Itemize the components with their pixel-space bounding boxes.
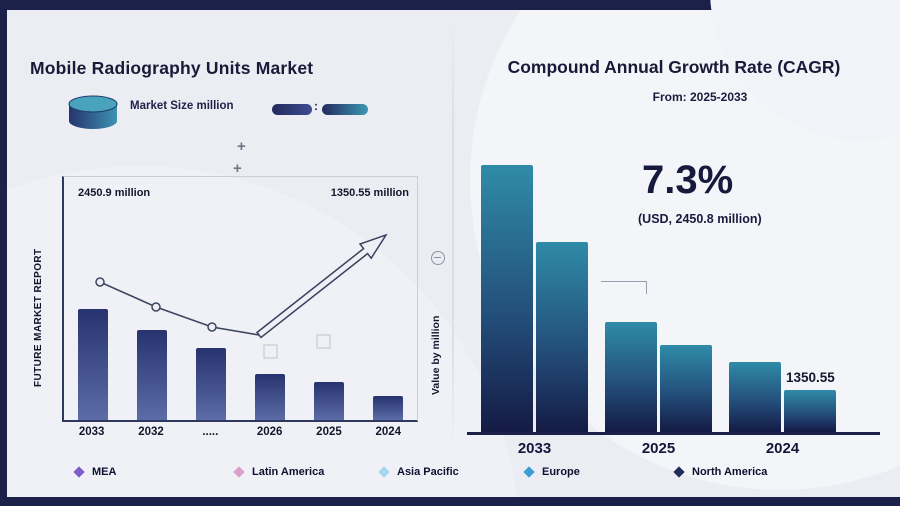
legend-item-europe: Europe	[523, 466, 580, 478]
right-bar-group-2024	[729, 362, 836, 432]
plus-mark-icon: +	[237, 138, 246, 155]
market-size-legend-label: Market Size million	[130, 100, 234, 112]
decorative-pill-right	[322, 104, 368, 115]
trend-marker	[95, 277, 105, 287]
left-bar-2026	[254, 374, 285, 420]
right-x-label-2033: 2033	[517, 440, 552, 457]
left-x-label-2032: 2032	[138, 426, 164, 438]
right-x-axis-labels: 2033 2025 2024	[481, 440, 836, 457]
cagr-value: 7.3%	[642, 158, 734, 202]
right-x-axis-line	[467, 432, 880, 435]
plus-mark-icon: +	[233, 160, 242, 177]
legend-item-asia-pacific: Asia Pacific	[378, 466, 459, 478]
left-bar-.....	[196, 348, 227, 420]
right-y-axis-label: Value by million	[430, 315, 442, 395]
right-bar-2024-primary	[729, 362, 781, 432]
left-bars	[64, 177, 417, 420]
right-chart-title: Compound Annual Growth Rate (CAGR)	[507, 57, 841, 77]
left-x-label-2033: 2033	[78, 426, 105, 438]
left-x-label-2026: 2026	[256, 426, 283, 438]
right-bars	[481, 162, 836, 432]
left-chart-title: Mobile Radiography Units Market	[30, 58, 314, 78]
left-x-label-2024: 2024	[375, 426, 402, 438]
panel-divider	[452, 18, 454, 450]
right-bar-2033-primary	[481, 165, 533, 432]
ghost-square-icon	[316, 334, 331, 349]
trend-line	[99, 281, 260, 336]
legend-diamond-icon	[378, 466, 390, 478]
right-bar-group-2025	[605, 322, 712, 432]
trend-overlay	[95, 233, 388, 359]
left-bar-2024	[372, 396, 403, 420]
left-y-axis-label: FUTURE MARKET REPORT	[33, 248, 44, 388]
left-x-axis-labels: 2033 2032..... 2026 2025 2024	[62, 426, 418, 438]
left-x-label-2025: 2025	[316, 426, 342, 438]
right-bar-group-2033	[481, 165, 588, 432]
legend-item-latin-america: Latin America	[233, 466, 325, 478]
legend-diamond-icon	[673, 466, 685, 478]
legend-label: Latin America	[252, 466, 325, 478]
left-plot-area: 2450.9 million 1350.55 million	[62, 176, 418, 422]
legend-label: Asia Pacific	[397, 466, 459, 478]
cagr-detail: (USD, 2450.8 million)	[638, 212, 762, 226]
legend-item-north-america: North America	[673, 466, 768, 478]
ghost-square-icon	[263, 344, 278, 359]
left-bar-2033	[78, 309, 109, 420]
decorative-pill-left	[272, 104, 312, 115]
left-bar-2025	[313, 382, 344, 420]
frame-top	[0, 0, 900, 10]
database-icon	[64, 94, 122, 137]
legend-diamond-icon	[233, 466, 245, 478]
circle-minus-icon	[431, 251, 445, 265]
right-bar-annotation: 1350.55	[786, 370, 835, 385]
left-bar-2032	[137, 330, 168, 420]
trend-marker	[151, 302, 161, 312]
right-bar-2024-secondary	[784, 390, 836, 432]
legend-diamond-icon	[73, 466, 85, 478]
legend-label: North America	[692, 466, 768, 478]
pill-separator: :	[314, 99, 318, 113]
right-bar-2033-secondary	[536, 242, 588, 432]
left-x-label-.....: .....	[202, 426, 219, 438]
left-annotation-start: 2450.9 million	[78, 187, 151, 199]
right-x-label-2025: 2025	[641, 440, 676, 457]
right-bar-2025-secondary	[660, 345, 712, 432]
frame-bottom	[0, 497, 900, 506]
right-x-label-2024: 2024	[765, 440, 800, 457]
left-annotation-end: 1350.55 million	[330, 187, 409, 199]
legend-label: Europe	[542, 466, 580, 478]
frame-left	[0, 0, 7, 506]
growth-arrow-icon	[255, 233, 388, 339]
legend-diamond-icon	[523, 466, 535, 478]
legend-label: MEA	[92, 466, 117, 478]
legend-item-mea: MEA	[73, 466, 117, 478]
right-bar-2025-primary	[605, 322, 657, 432]
trend-marker	[207, 322, 217, 332]
callout-line	[601, 281, 647, 294]
right-chart-subtitle: From: 2025-2033	[652, 90, 748, 104]
